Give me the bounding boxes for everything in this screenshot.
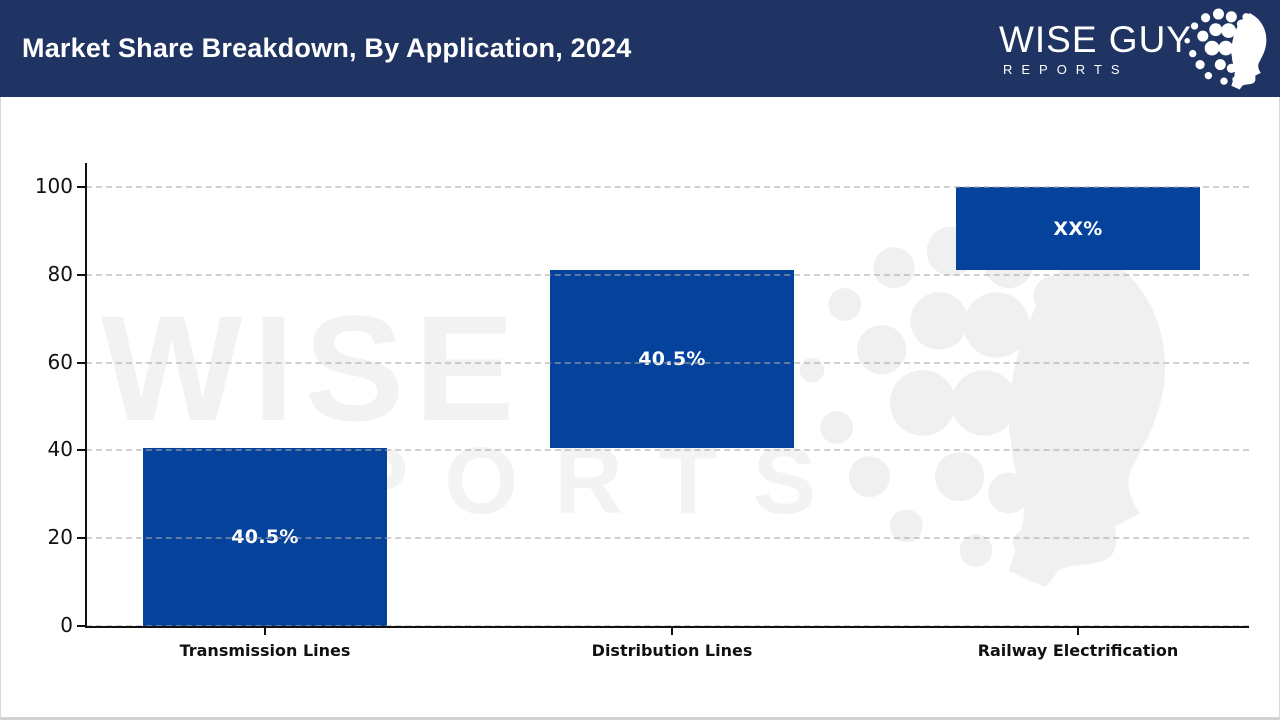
y-tick-mark	[77, 537, 85, 540]
category-label-3: Railway Electrification	[977, 641, 1179, 660]
bar-distribution-lines: 40.5%	[550, 270, 794, 449]
y-axis-tick-label: 40	[47, 437, 73, 462]
y-tick-mark	[77, 186, 85, 188]
y-axis-tick-label: 60	[47, 349, 73, 374]
category-label-1: Transmission Lines	[179, 641, 351, 660]
brand-logo: WISE GUY REPORTS	[999, 0, 1270, 97]
gridline-20	[86, 537, 1249, 540]
gridline-60	[86, 361, 1249, 364]
brand-name: WISE GUY	[998, 19, 1192, 60]
gridline-40	[86, 449, 1249, 452]
page-title: Market Share Breakdown, By Application, …	[22, 33, 632, 63]
bar-value-label: XX%	[1053, 217, 1103, 240]
chart-canvas: WISE REPORTS 0 20 40 60 80 100 40.5% 40.5% XX% Tr…	[0, 97, 1280, 720]
y-tick-mark	[77, 273, 85, 276]
header: Market Share Breakdown, By Application, …	[0, 0, 1280, 97]
y-axis-tick-label: 80	[47, 261, 73, 286]
x-tick-mark	[264, 628, 266, 635]
x-axis-line	[85, 626, 1249, 628]
x-tick-mark	[671, 628, 673, 635]
y-axis-tick-label: 20	[47, 525, 73, 550]
y-tick-mark	[77, 625, 85, 627]
y-tick-mark	[77, 361, 85, 364]
bar-value-label: 40.5%	[231, 526, 299, 549]
y-axis-tick-label: 0	[60, 613, 73, 637]
brand-logo-text: WISE GUY REPORTS	[998, 19, 1192, 78]
y-axis-line	[85, 163, 87, 628]
plot-area: 0 20 40 60 80 100 40.5% 40.5% XX% Transmission Li…	[1, 97, 1279, 717]
y-tick-mark	[77, 449, 85, 452]
bar-transmission-lines: 40.5%	[143, 448, 387, 626]
bar-value-label: 40.5%	[638, 348, 706, 371]
dotted-face-icon	[1184, 8, 1267, 89]
category-label-2: Distribution Lines	[591, 641, 753, 660]
x-tick-mark	[1077, 628, 1079, 635]
gridline-100	[86, 186, 1249, 188]
y-axis-tick-label: 100	[34, 174, 73, 198]
brand-subname: REPORTS	[1002, 62, 1129, 77]
gridline-80	[86, 273, 1249, 276]
bar-railway-electrification: XX%	[956, 187, 1200, 271]
